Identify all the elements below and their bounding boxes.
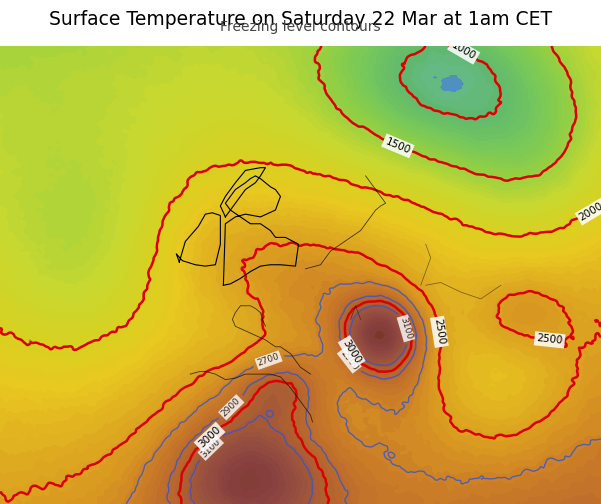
Text: 2500: 2500 [536, 334, 563, 346]
Text: 2700: 2700 [256, 352, 281, 368]
Text: 3000: 3000 [341, 338, 363, 365]
Text: 1000: 1000 [450, 40, 478, 62]
Text: 1500: 1500 [384, 136, 412, 156]
Text: 2900: 2900 [339, 348, 360, 372]
Text: 2500: 2500 [432, 318, 447, 346]
Text: Freezing level contours: Freezing level contours [220, 21, 381, 34]
Text: Surface Temperature on Saturday 22 Mar at 1am CET: Surface Temperature on Saturday 22 Mar a… [49, 10, 552, 29]
Text: 2000: 2000 [578, 201, 601, 223]
Text: 2900: 2900 [220, 396, 243, 418]
Text: 3000: 3000 [197, 425, 222, 450]
Text: 3100: 3100 [398, 316, 413, 341]
Text: 3100: 3100 [200, 436, 222, 459]
